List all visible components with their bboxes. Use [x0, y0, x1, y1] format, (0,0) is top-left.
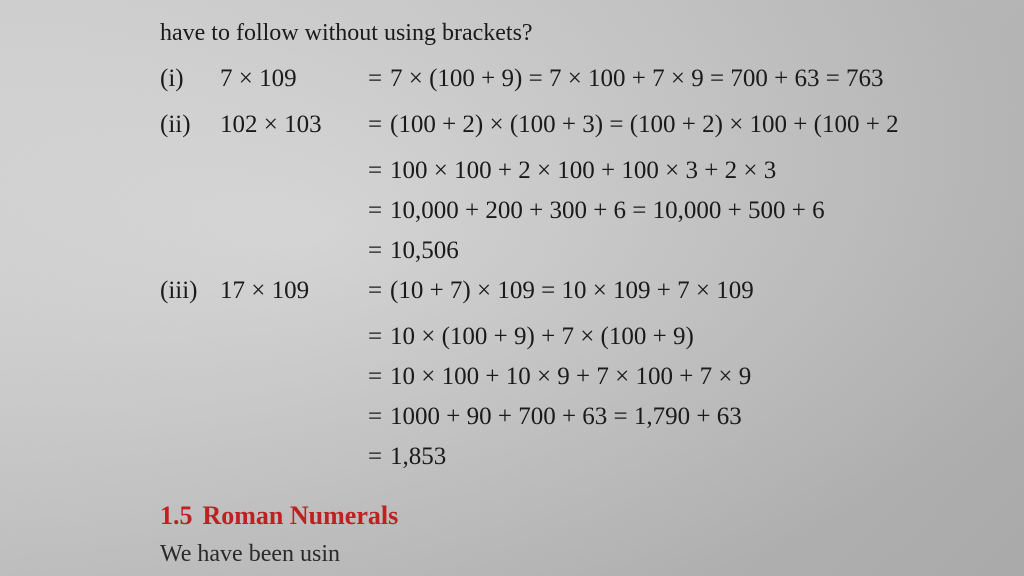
section-number: 1.5: [160, 501, 193, 531]
problem-rhs: 10 × 100 + 10 × 9 + 7 × 100 + 7 × 9: [390, 357, 984, 397]
equals-sign: =: [360, 191, 390, 231]
problem-ii: (ii) 102 × 103 = (100 + 2) × (100 + 3) =…: [160, 105, 984, 145]
problem-lhs: 7 × 109: [220, 59, 360, 99]
problem-rhs: 10,506: [390, 231, 984, 271]
textbook-page: have to follow without using brackets? (…: [40, 20, 984, 568]
problem-rhs: 7 × (100 + 9) = 7 × 100 + 7 × 9 = 700 + …: [390, 59, 984, 99]
roman-numeral: (ii): [160, 105, 220, 145]
problem-iii-cont: = 1000 + 90 + 700 + 63 = 1,790 + 63: [160, 397, 984, 437]
equals-sign: =: [360, 357, 390, 397]
problem-ii-cont: = 10,506: [160, 231, 984, 271]
equals-sign: =: [360, 231, 390, 271]
equals-sign: =: [360, 437, 390, 477]
roman-numeral: (i): [160, 59, 220, 99]
problem-rhs: 1000 + 90 + 700 + 63 = 1,790 + 63: [390, 397, 984, 437]
problem-ii-cont: = 10,000 + 200 + 300 + 6 = 10,000 + 500 …: [160, 191, 984, 231]
equals-sign: =: [360, 105, 390, 145]
problem-rhs: 10,000 + 200 + 300 + 6 = 10,000 + 500 + …: [390, 191, 984, 231]
problem-iii-cont: = 1,853: [160, 437, 984, 477]
section-title: Roman Numerals: [203, 501, 399, 531]
section-heading: 1.5 Roman Numerals: [160, 501, 984, 531]
problem-lhs: 17 × 109: [220, 271, 360, 311]
bottom-fragment: We have been usin: [160, 541, 984, 568]
equals-sign: =: [360, 59, 390, 99]
problem-rhs: (10 + 7) × 109 = 10 × 109 + 7 × 109: [390, 271, 984, 311]
problem-rhs: 1,853: [390, 437, 984, 477]
problem-ii-cont: = 100 × 100 + 2 × 100 + 100 × 3 + 2 × 3: [160, 151, 984, 191]
equals-sign: =: [360, 397, 390, 437]
problem-iii-cont: = 10 × (100 + 9) + 7 × (100 + 9): [160, 317, 984, 357]
problem-i: (i) 7 × 109 = 7 × (100 + 9) = 7 × 100 + …: [160, 59, 984, 99]
equals-sign: =: [360, 317, 390, 357]
problem-rhs: (100 + 2) × (100 + 3) = (100 + 2) × 100 …: [390, 105, 984, 145]
problem-iii: (iii) 17 × 109 = (10 + 7) × 109 = 10 × 1…: [160, 271, 984, 311]
problem-iii-cont: = 10 × 100 + 10 × 9 + 7 × 100 + 7 × 9: [160, 357, 984, 397]
problem-rhs: 100 × 100 + 2 × 100 + 100 × 3 + 2 × 3: [390, 151, 984, 191]
roman-numeral: (iii): [160, 271, 220, 311]
equals-sign: =: [360, 271, 390, 311]
problem-rhs: 10 × (100 + 9) + 7 × (100 + 9): [390, 317, 984, 357]
problem-lhs: 102 × 103: [220, 105, 360, 145]
equals-sign: =: [360, 151, 390, 191]
question-intro: have to follow without using brackets?: [160, 20, 984, 47]
